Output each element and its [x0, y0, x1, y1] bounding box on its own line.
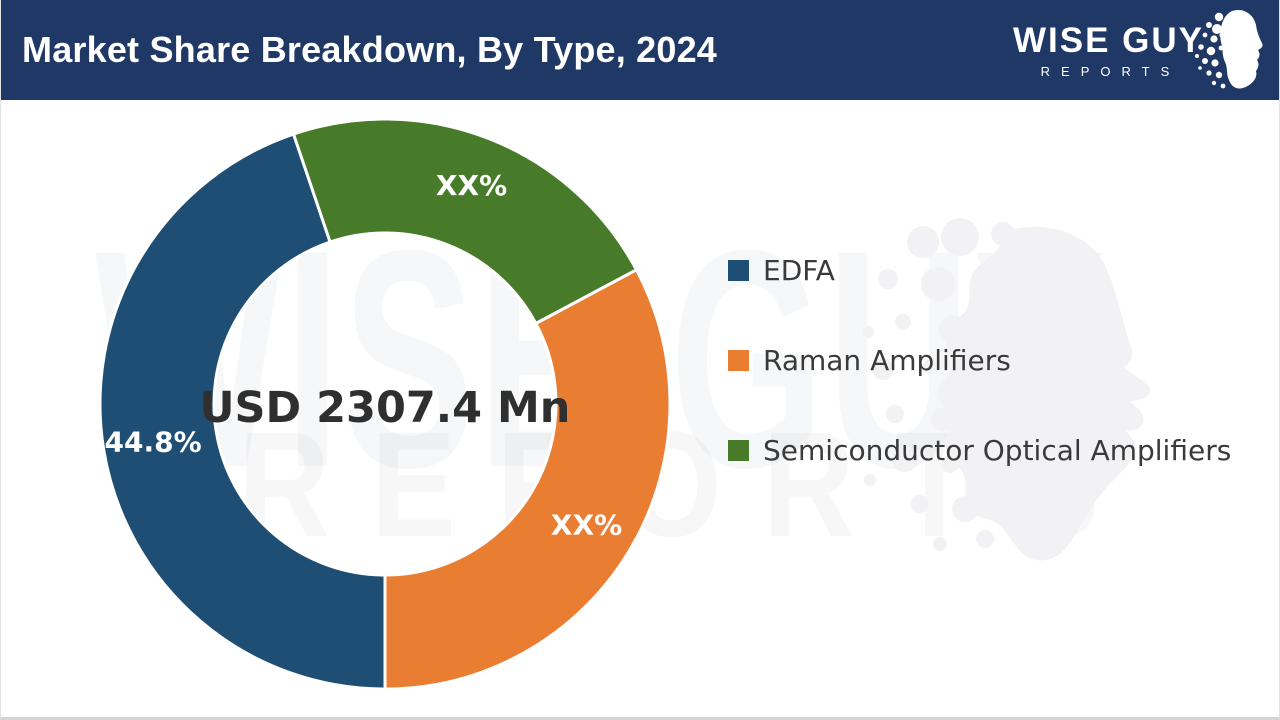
legend-marker-semiconductor-optical-amplifiers	[728, 439, 749, 461]
segment-value-label-semiconductor-optical-amplifiers: XX%	[436, 169, 507, 202]
legend-label-semiconductor-optical-amplifiers: Semiconductor Optical Amplifiers	[763, 433, 1232, 467]
logo-wordmark: WISE GUY REPORTS	[1013, 21, 1204, 79]
chart-center-total: USD 2307.4 Mn	[199, 383, 571, 433]
chart-legend: EDFA Raman Amplifiers Semiconductor Optica…	[728, 253, 1232, 525]
legend-item-raman-amplifiers: Raman Amplifiers	[728, 343, 1231, 377]
donut-segment-semiconductor-optical-amplifiers	[292, 117, 638, 326]
legend-item-semiconductor-optical-amplifiers: Semiconductor Optical Amplifiers	[728, 433, 1232, 467]
segment-value-label-raman-amplifiers: XX%	[551, 508, 622, 541]
legend-item-edfa: EDFA	[728, 253, 1231, 287]
donut-segment-edfa	[98, 132, 387, 691]
logo-tagline-text: REPORTS	[1040, 64, 1181, 79]
segment-value-label-edfa: 44.8%	[105, 426, 202, 459]
page-title: Market Share Breakdown, By Type, 2024	[22, 29, 718, 70]
wise-guy-reports-logo: WISE GUY REPORTS	[1013, 4, 1270, 96]
legend-label-raman-amplifiers: Raman Amplifiers	[763, 343, 1011, 377]
legend-marker-edfa	[728, 259, 749, 281]
donut-segment-raman-amplifiers	[383, 268, 672, 691]
logo-name-text: WISE GUY	[1012, 21, 1204, 60]
logo-face-icon	[1195, 9, 1263, 89]
legend-label-edfa: EDFA	[763, 253, 835, 287]
header-bar: Market Share Breakdown, By Type, 2024 WI…	[0, 0, 1280, 100]
background-watermark-face	[862, 218, 1151, 561]
legend-marker-raman-amplifiers	[728, 349, 749, 371]
